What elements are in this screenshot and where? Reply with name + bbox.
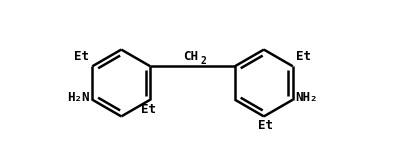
Text: Et: Et [258,119,273,132]
Text: Et: Et [141,103,156,116]
Text: 2: 2 [200,56,206,66]
Text: CH: CH [183,50,198,63]
Text: Et: Et [74,50,89,63]
Text: Et: Et [296,50,311,63]
Text: H₂N: H₂N [67,91,89,104]
Text: NH₂: NH₂ [296,91,318,104]
